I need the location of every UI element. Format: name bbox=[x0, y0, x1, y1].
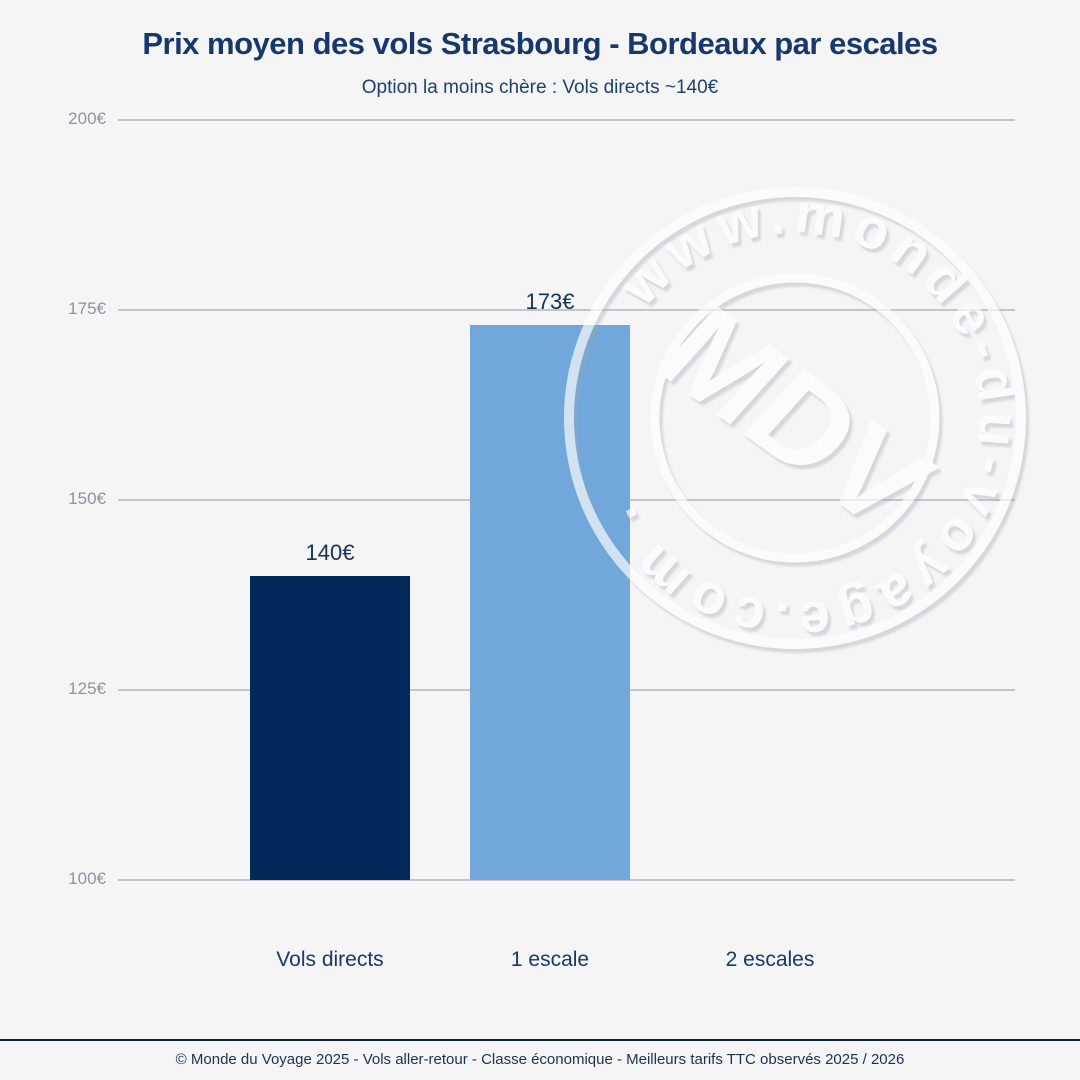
bar-1-escale bbox=[470, 325, 630, 880]
y-tick-label-150: 150€ bbox=[68, 489, 106, 508]
gridline-100 bbox=[118, 879, 1015, 881]
watermark-mdv-text: MDV bbox=[632, 281, 958, 555]
y-tick-label-200: 200€ bbox=[68, 109, 106, 128]
y-tick-label-175: 175€ bbox=[68, 299, 106, 318]
watermark-inner-ring bbox=[650, 273, 940, 563]
chart-subtitle: Option la moins chère : Vols directs ~14… bbox=[361, 77, 719, 98]
x-category-label: 2 escales bbox=[725, 948, 815, 971]
y-tick-label-125: 125€ bbox=[68, 679, 106, 698]
bar-vols-directs bbox=[250, 576, 410, 880]
footer-divider bbox=[0, 1039, 1080, 1041]
gridline-200 bbox=[118, 119, 1015, 121]
chart-title: Prix moyen des vols Strasbourg - Bordeau… bbox=[142, 26, 938, 61]
x-category-label: Vols directs bbox=[276, 948, 384, 971]
x-category-label: 1 escale bbox=[510, 948, 590, 971]
footer-credit: © Monde du Voyage 2025 - Vols aller-reto… bbox=[175, 1051, 905, 1068]
y-tick-label-100: 100€ bbox=[68, 869, 106, 888]
bar-value-label: 173€ bbox=[525, 289, 575, 314]
bar-value-label: 140€ bbox=[305, 540, 355, 565]
